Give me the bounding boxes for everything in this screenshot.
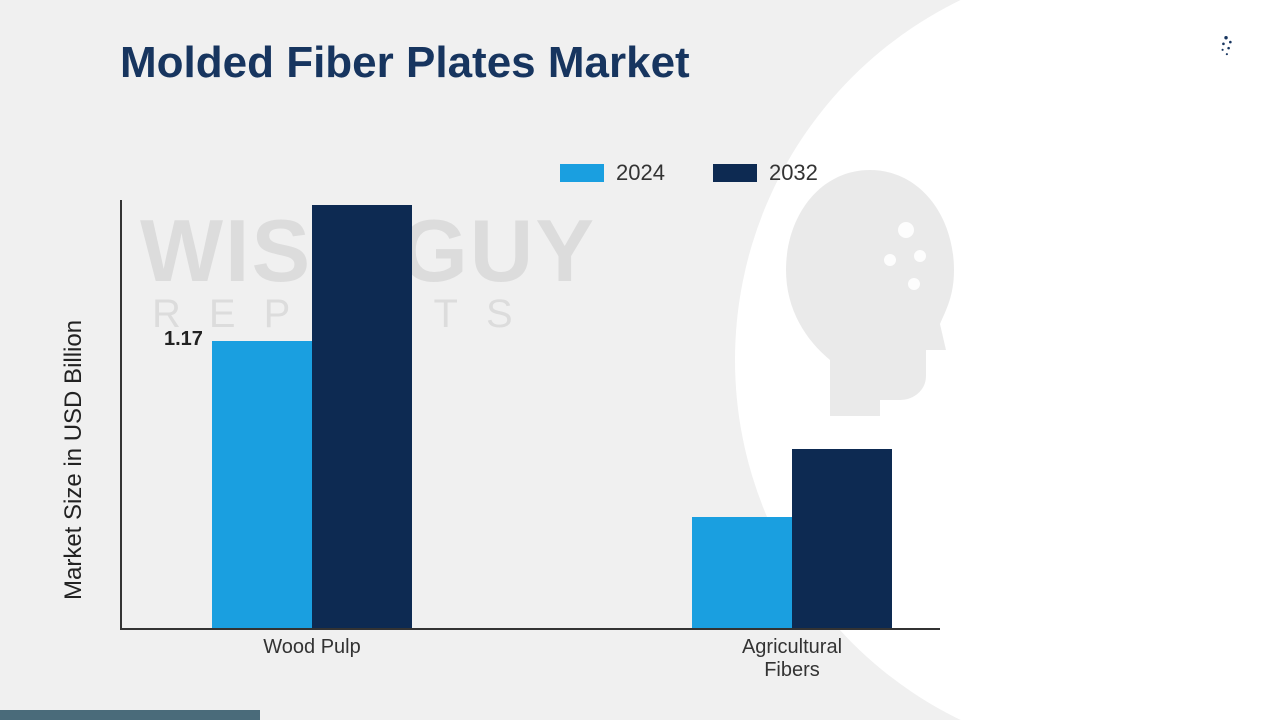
legend-label-2024: 2024 xyxy=(616,160,665,186)
brand-subtitle: R E P O R T S xyxy=(981,62,1188,78)
bar-group: AgriculturalFibers xyxy=(692,449,892,628)
brand-name: WISE GUY xyxy=(981,24,1188,60)
chart-title: Molded Fiber Plates Market xyxy=(120,38,690,88)
y-axis-label: Market Size in USD Billion xyxy=(60,320,88,600)
bar xyxy=(312,205,412,628)
legend: 2024 2032 xyxy=(560,160,818,186)
brand-logo: WISE GUY R E P O R T S xyxy=(981,24,1248,80)
bar xyxy=(792,449,892,628)
footer-accent-bar xyxy=(0,710,260,720)
bar-value-label: 1.17 xyxy=(164,328,203,351)
chart-plot-area: Wood Pulp AgriculturalFibers 1.17 xyxy=(120,200,940,630)
category-label: AgriculturalFibers xyxy=(682,636,902,682)
legend-item-2032: 2032 xyxy=(713,160,818,186)
bar xyxy=(692,517,792,628)
bar-group: Wood Pulp xyxy=(212,205,412,628)
legend-swatch-2032 xyxy=(713,164,757,182)
bar xyxy=(212,341,312,628)
brand-head-icon xyxy=(1192,24,1248,80)
legend-swatch-2024 xyxy=(560,164,604,182)
category-label: Wood Pulp xyxy=(202,636,422,659)
legend-item-2024: 2024 xyxy=(560,160,665,186)
legend-label-2032: 2032 xyxy=(769,160,818,186)
